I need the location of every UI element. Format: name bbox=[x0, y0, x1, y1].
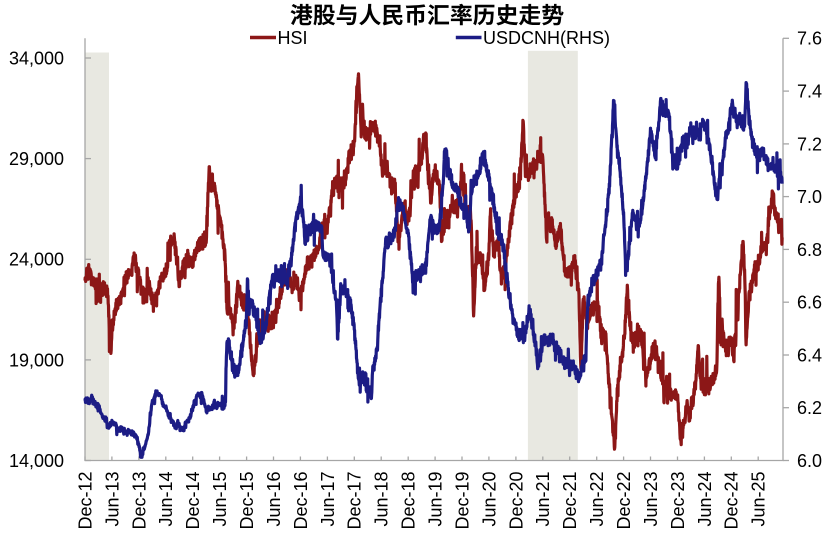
svg-text:19,000: 19,000 bbox=[9, 350, 64, 370]
svg-text:Dec-16: Dec-16 bbox=[291, 472, 311, 530]
svg-text:Jun-16: Jun-16 bbox=[264, 472, 284, 527]
svg-text:Jun-20: Jun-20 bbox=[479, 472, 499, 527]
svg-text:Dec-15: Dec-15 bbox=[237, 472, 257, 530]
svg-text:Dec-18: Dec-18 bbox=[399, 472, 419, 530]
svg-text:Jun-21: Jun-21 bbox=[533, 472, 553, 527]
svg-text:Dec-24: Dec-24 bbox=[722, 472, 742, 530]
svg-text:Dec-21: Dec-21 bbox=[560, 472, 580, 530]
svg-text:6.2: 6.2 bbox=[797, 398, 822, 418]
svg-text:Dec-23: Dec-23 bbox=[668, 472, 688, 530]
svg-text:7.6: 7.6 bbox=[797, 29, 822, 49]
svg-text:Jun-18: Jun-18 bbox=[372, 472, 392, 527]
svg-text:7.2: 7.2 bbox=[797, 134, 822, 154]
svg-text:Jun-19: Jun-19 bbox=[426, 472, 446, 527]
svg-text:Jun-22: Jun-22 bbox=[587, 472, 607, 527]
svg-text:Dec-20: Dec-20 bbox=[506, 472, 526, 530]
svg-text:6.0: 6.0 bbox=[797, 451, 822, 471]
svg-text:34,000: 34,000 bbox=[9, 48, 64, 68]
svg-text:HSI: HSI bbox=[278, 28, 308, 48]
svg-text:7.0: 7.0 bbox=[797, 187, 822, 207]
svg-text:Dec-22: Dec-22 bbox=[614, 472, 634, 530]
svg-text:Jun-14: Jun-14 bbox=[156, 472, 176, 527]
svg-text:Dec-17: Dec-17 bbox=[345, 472, 365, 530]
svg-text:6.8: 6.8 bbox=[797, 240, 822, 260]
svg-text:Dec-13: Dec-13 bbox=[129, 472, 149, 530]
svg-text:6.4: 6.4 bbox=[797, 345, 822, 365]
svg-text:Dec-12: Dec-12 bbox=[75, 472, 95, 530]
svg-text:6.6: 6.6 bbox=[797, 293, 822, 313]
svg-text:Dec-14: Dec-14 bbox=[183, 472, 203, 530]
svg-text:24,000: 24,000 bbox=[9, 250, 64, 270]
svg-text:7.4: 7.4 bbox=[797, 82, 822, 102]
svg-text:Jun-23: Jun-23 bbox=[641, 472, 661, 527]
svg-text:USDCNH(RHS): USDCNH(RHS) bbox=[483, 28, 610, 48]
svg-text:Jun-17: Jun-17 bbox=[318, 472, 338, 527]
svg-text:Jun-25: Jun-25 bbox=[749, 472, 769, 527]
svg-text:Dec-19: Dec-19 bbox=[452, 472, 472, 530]
svg-text:Jun-24: Jun-24 bbox=[695, 472, 715, 527]
svg-text:Jun-13: Jun-13 bbox=[102, 472, 122, 527]
svg-text:29,000: 29,000 bbox=[9, 149, 64, 169]
svg-text:14,000: 14,000 bbox=[9, 451, 64, 471]
svg-text:Jun-15: Jun-15 bbox=[210, 472, 230, 527]
